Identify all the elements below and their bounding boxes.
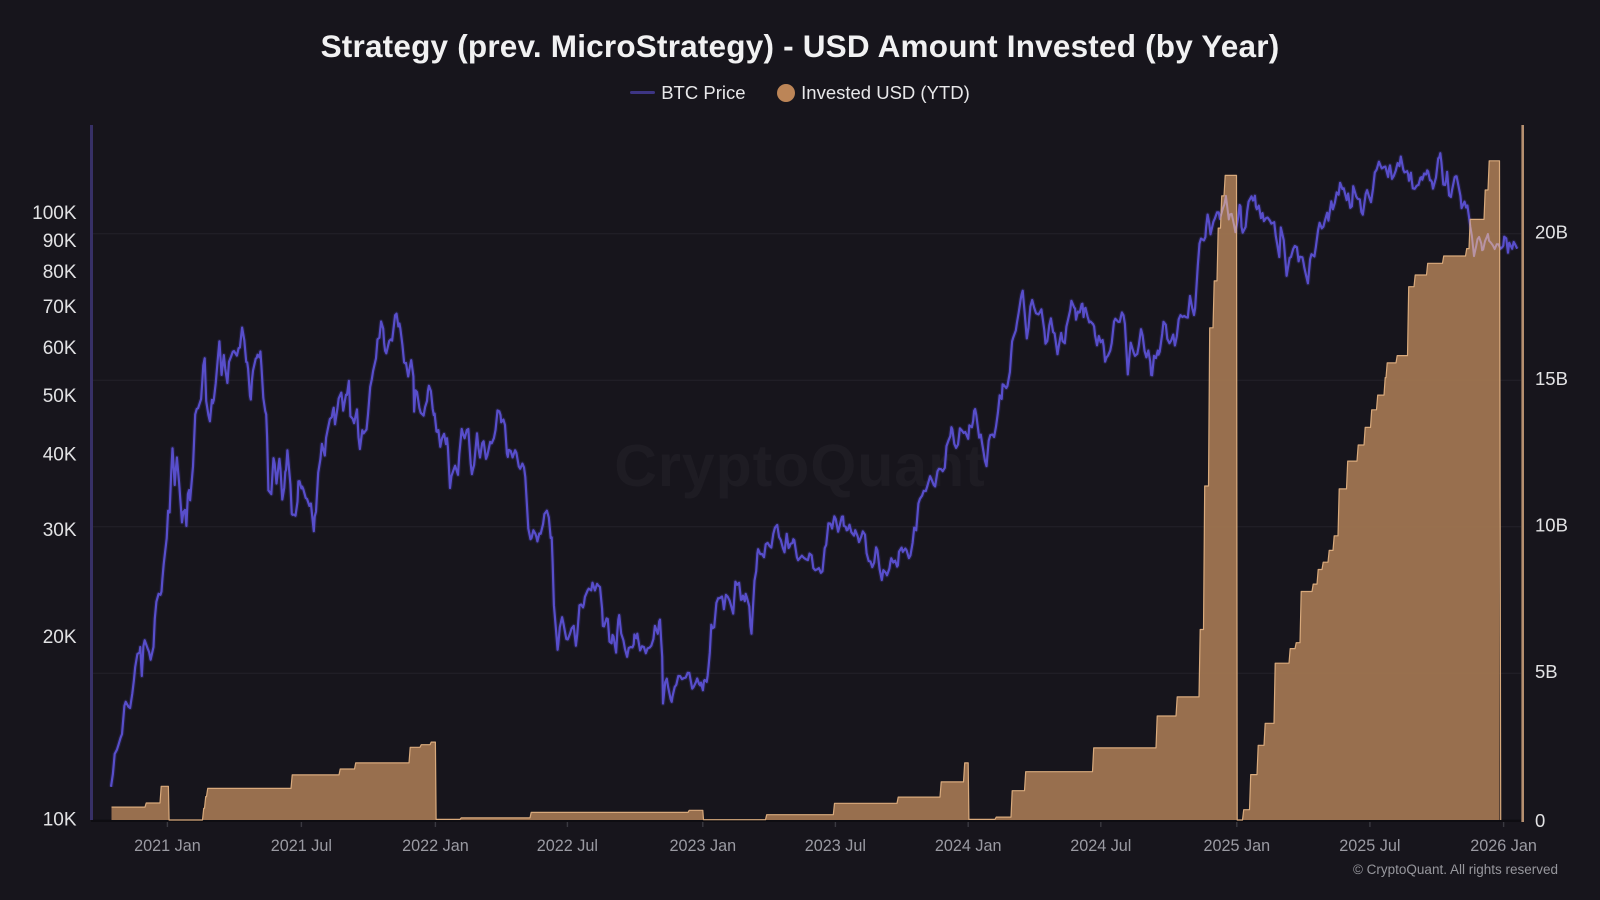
svg-text:10B: 10B [1535,515,1568,536]
svg-text:2025 Jul: 2025 Jul [1339,837,1400,855]
svg-text:90K: 90K [43,231,77,252]
svg-text:5B: 5B [1535,661,1558,682]
svg-text:30K: 30K [43,520,77,541]
svg-text:15B: 15B [1535,368,1568,389]
svg-text:2026 Jan: 2026 Jan [1470,837,1537,855]
svg-text:20B: 20B [1535,222,1568,243]
svg-text:100K: 100K [32,203,77,224]
svg-text:80K: 80K [43,262,77,283]
svg-text:2022 Jul: 2022 Jul [537,837,598,855]
svg-text:70K: 70K [43,297,77,318]
svg-text:2022 Jan: 2022 Jan [402,837,469,855]
svg-text:60K: 60K [43,338,77,359]
svg-text:2021 Jan: 2021 Jan [134,837,201,855]
svg-text:2023 Jan: 2023 Jan [669,837,736,855]
svg-text:20K: 20K [43,627,77,648]
svg-text:40K: 40K [43,445,77,466]
svg-text:2024 Jan: 2024 Jan [935,837,1002,855]
svg-text:2025 Jan: 2025 Jan [1203,837,1270,855]
svg-text:50K: 50K [43,386,77,407]
svg-text:0: 0 [1535,810,1545,831]
svg-text:2023 Jul: 2023 Jul [805,837,866,855]
svg-text:2024 Jul: 2024 Jul [1070,837,1131,855]
svg-text:10K: 10K [43,810,77,831]
svg-text:2021 Jul: 2021 Jul [271,837,332,855]
